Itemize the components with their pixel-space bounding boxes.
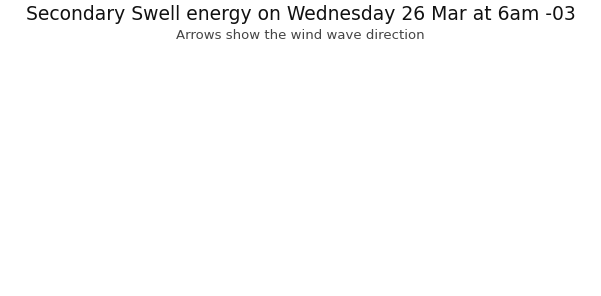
Text: [Map requires cartopy]: [Map requires cartopy]: [206, 162, 395, 180]
Text: Secondary Swell energy on Wednesday 26 Mar at 6am -03: Secondary Swell energy on Wednesday 26 M…: [26, 5, 575, 24]
Text: Arrows show the wind wave direction: Arrows show the wind wave direction: [176, 29, 425, 42]
